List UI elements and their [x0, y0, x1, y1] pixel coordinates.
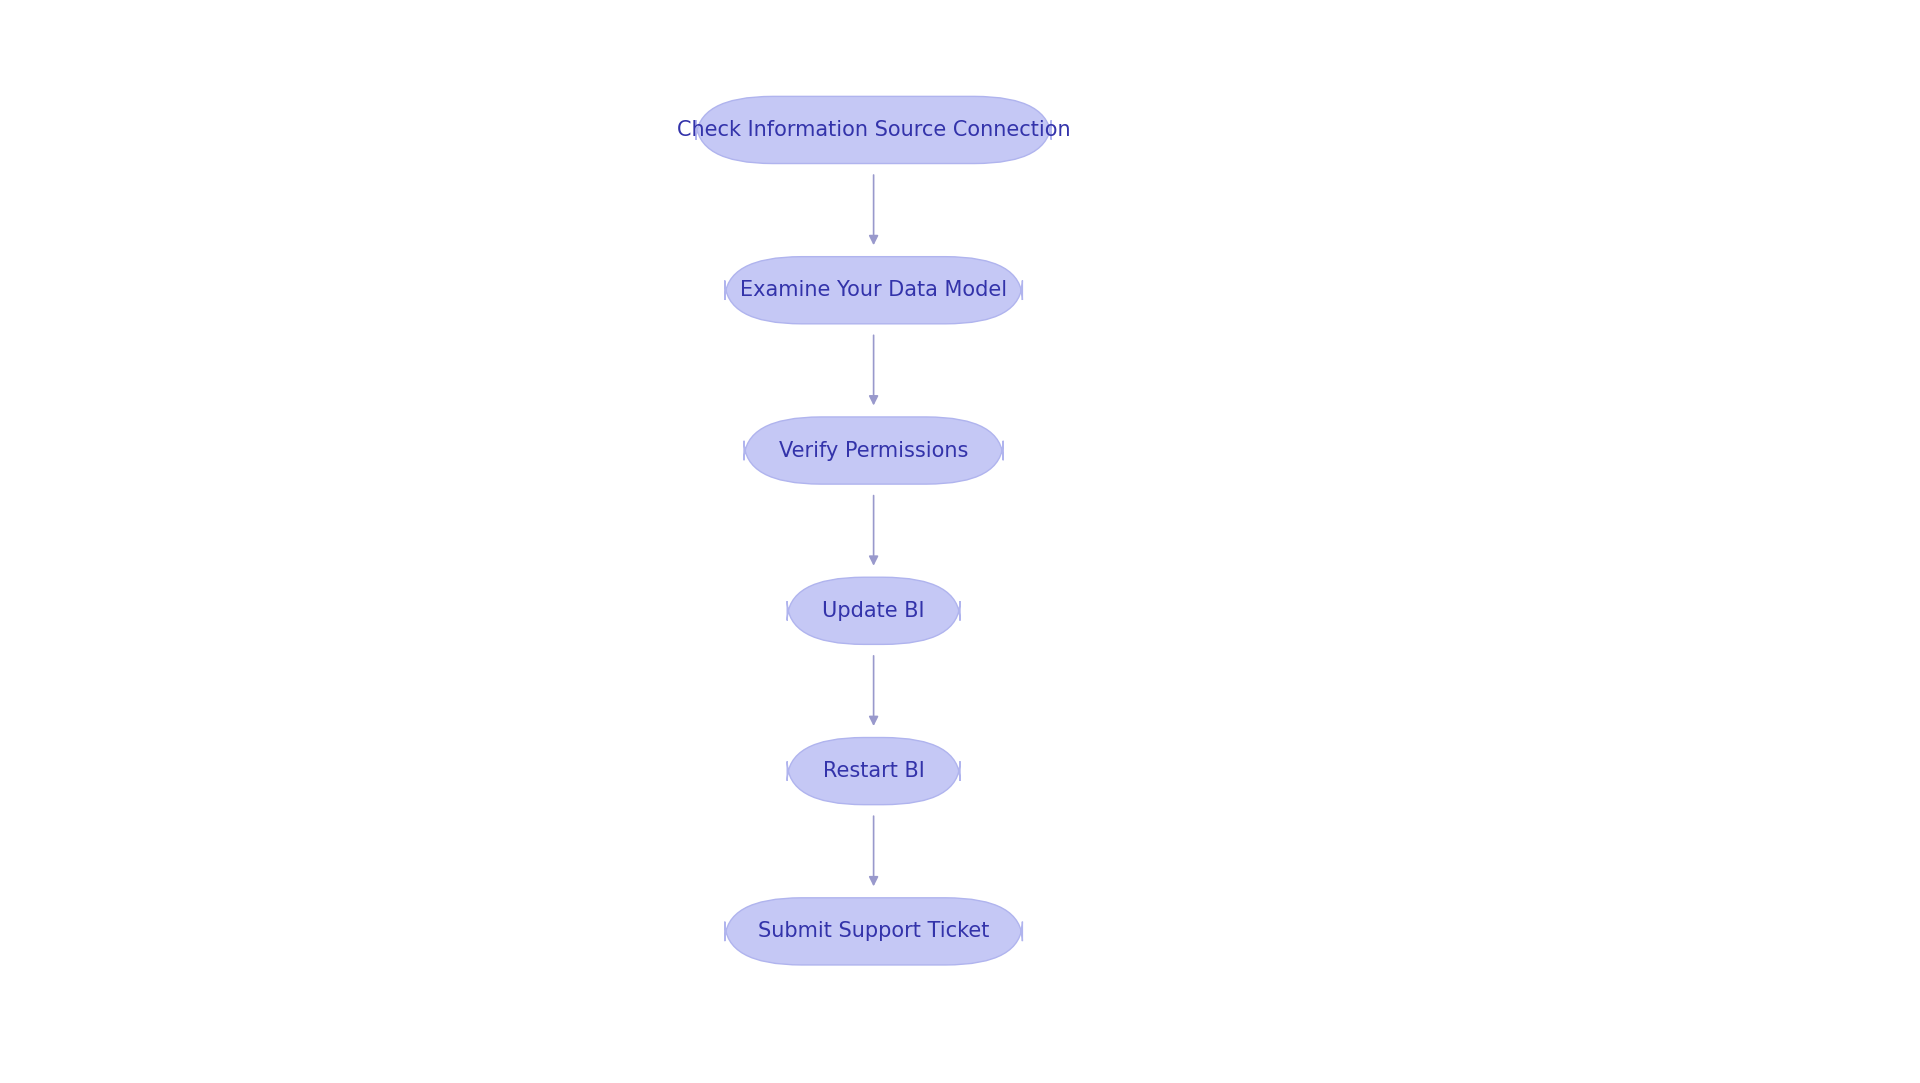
Text: Restart BI: Restart BI: [824, 761, 924, 781]
FancyBboxPatch shape: [724, 898, 1021, 965]
Text: Submit Support Ticket: Submit Support Ticket: [758, 922, 989, 941]
FancyBboxPatch shape: [724, 257, 1021, 324]
FancyBboxPatch shape: [697, 96, 1052, 164]
FancyBboxPatch shape: [787, 738, 960, 805]
Text: Update BI: Update BI: [822, 601, 925, 621]
FancyBboxPatch shape: [745, 417, 1002, 484]
Text: Examine Your Data Model: Examine Your Data Model: [739, 280, 1008, 300]
FancyBboxPatch shape: [787, 577, 960, 644]
Text: Verify Permissions: Verify Permissions: [780, 441, 968, 460]
Text: Check Information Source Connection: Check Information Source Connection: [676, 120, 1071, 140]
